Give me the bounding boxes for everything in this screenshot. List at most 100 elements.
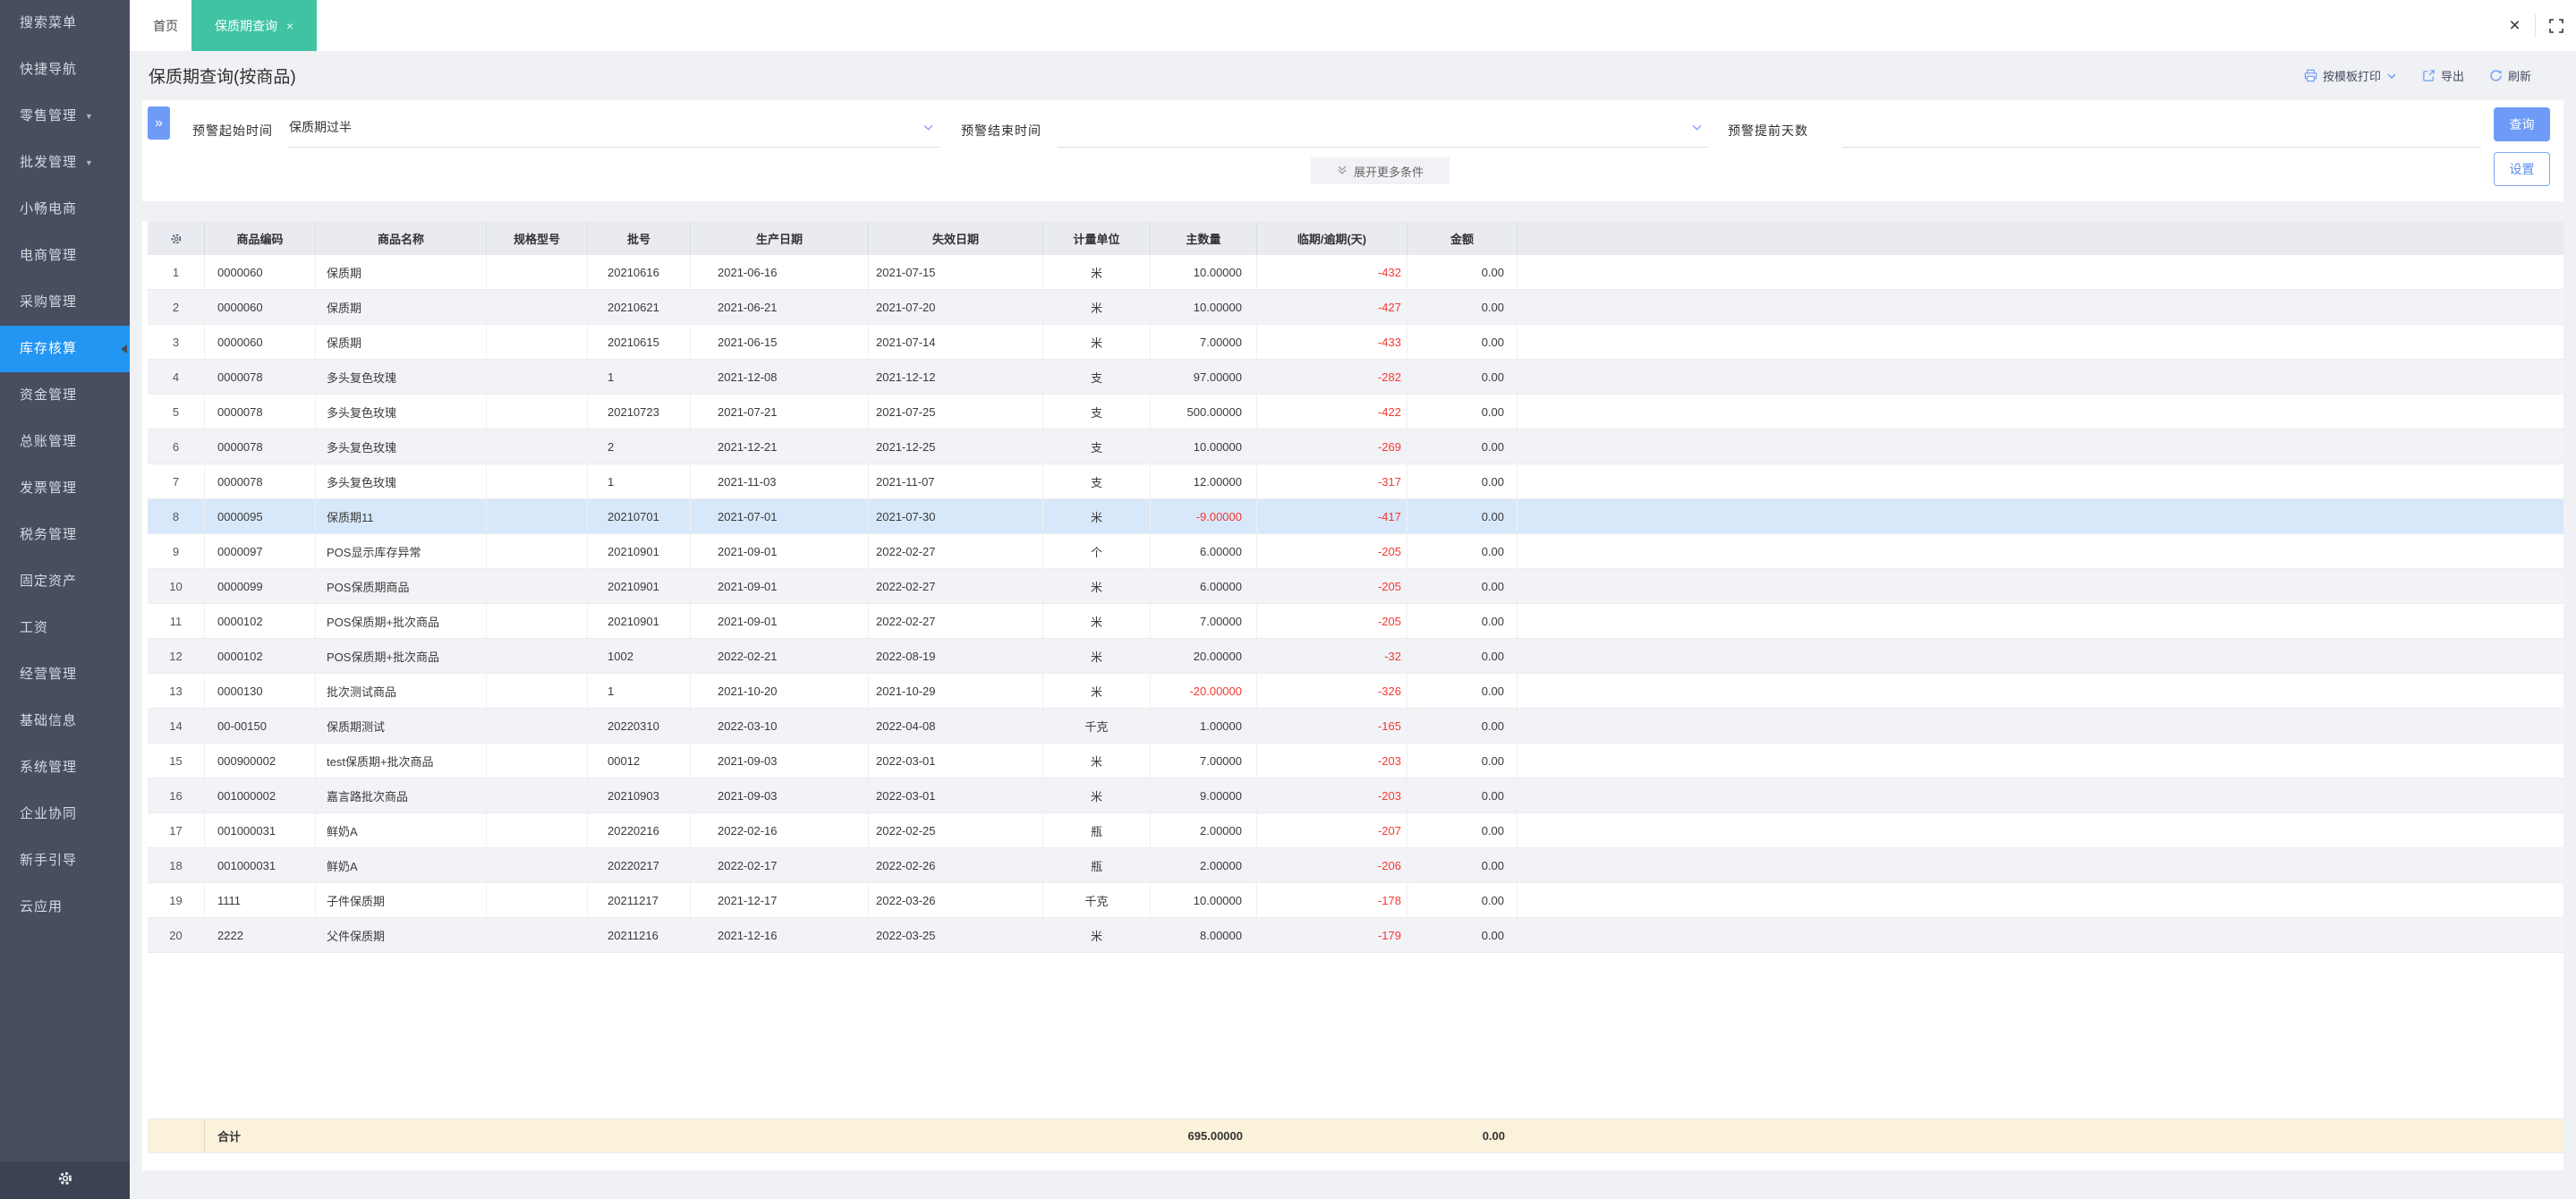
table-row[interactable]: 14 00-00150 保质期测试 20220310 2022-03-10 20…: [148, 709, 2563, 744]
sidebar-item[interactable]: 采购管理▼: [0, 279, 130, 326]
table-row[interactable]: 6 0000078 多头复色玫瑰 2 2021-12-21 2021-12-25…: [148, 429, 2563, 464]
collapse-filter-button[interactable]: »: [148, 106, 170, 140]
fullscreen-icon[interactable]: [2536, 0, 2576, 51]
table-row[interactable]: 11 0000102 POS保质期+批次商品 20210901 2021-09-…: [148, 604, 2563, 639]
cell-main-qty: 500.00000: [1151, 395, 1257, 429]
cell-expiry-date: 2022-02-27: [869, 569, 1043, 603]
table-row[interactable]: 20 2222 父件保质期 20211216 2021-12-16 2022-0…: [148, 918, 2563, 953]
sidebar-item[interactable]: 系统管理▼: [0, 744, 130, 791]
toolbar: 按模板打印 导出: [2304, 51, 2531, 100]
start-time-select[interactable]: 保质期过半: [289, 107, 939, 148]
tab-home-label: 首页: [153, 18, 178, 33]
table-row[interactable]: 19 1111 子件保质期 20211217 2021-12-17 2022-0…: [148, 883, 2563, 918]
sidebar-item[interactable]: 企业协同▼: [0, 791, 130, 838]
cell-production-date: 2021-11-03: [691, 464, 869, 498]
sidebar-item[interactable]: 电商管理▼: [0, 233, 130, 279]
cell-filler: [1518, 325, 2563, 359]
cell-unit: 米: [1043, 674, 1151, 708]
days-ahead-input[interactable]: [1842, 107, 2481, 148]
cell-filler: [1518, 709, 2563, 743]
sidebar-item[interactable]: 总账管理▼: [0, 419, 130, 465]
table-row[interactable]: 7 0000078 多头复色玫瑰 1 2021-11-03 2021-11-07…: [148, 464, 2563, 499]
table-row[interactable]: 3 0000060 保质期 20210615 2021-06-15 2021-0…: [148, 325, 2563, 360]
table-row[interactable]: 13 0000130 批次测试商品 1 2021-10-20 2021-10-2…: [148, 674, 2563, 709]
cell-spec-model: [487, 709, 588, 743]
cell-product-name: 批次测试商品: [316, 674, 487, 708]
sidebar-item-label: 总账管理: [20, 434, 78, 449]
sidebar-item-label: 工资: [20, 620, 49, 635]
active-indicator-arrow: [121, 344, 127, 353]
cell-row-number: 3: [148, 325, 205, 359]
table-row[interactable]: 9 0000097 POS显示库存异常 20210901 2021-09-01 …: [148, 534, 2563, 569]
sidebar-item[interactable]: 库存核算▼: [0, 326, 130, 372]
sidebar-item[interactable]: 批发管理 ▼: [0, 140, 130, 186]
sidebar-item[interactable]: 固定资产▼: [0, 558, 130, 605]
cell-batch-no: 20220310: [588, 709, 691, 743]
sidebar-item[interactable]: 搜索菜单▼: [0, 0, 130, 47]
cell-product-code: 0000060: [205, 325, 316, 359]
sidebar-item[interactable]: 基础信息▼: [0, 698, 130, 744]
table-row[interactable]: 16 001000002 嘉言路批次商品 20210903 2021-09-03…: [148, 778, 2563, 813]
cell-production-date: 2021-07-01: [691, 499, 869, 533]
sidebar-item[interactable]: 快捷导航▼: [0, 47, 130, 93]
sidebar-item[interactable]: 资金管理▼: [0, 372, 130, 419]
close-window-icon[interactable]: ×: [2509, 14, 2521, 36]
table-row[interactable]: 15 000900002 test保质期+批次商品 00012 2021-09-…: [148, 744, 2563, 778]
expand-more-conditions-button[interactable]: 展开更多条件: [1311, 157, 1450, 184]
cell-filler: [1518, 883, 2563, 917]
end-time-select[interactable]: [1058, 107, 1708, 148]
table-row[interactable]: 12 0000102 POS保质期+批次商品 1002 2022-02-21 2…: [148, 639, 2563, 674]
sidebar-settings-bar[interactable]: [0, 1161, 130, 1199]
cell-product-name: 鲜奶A: [316, 813, 487, 847]
table-row[interactable]: 5 0000078 多头复色玫瑰 20210723 2021-07-21 202…: [148, 395, 2563, 429]
filter-label-start-time: 预警起始时间: [192, 123, 273, 138]
export-button[interactable]: 导出: [2422, 67, 2464, 84]
cell-amount: 0.00: [1407, 674, 1518, 708]
tab-home[interactable]: 首页: [140, 0, 191, 51]
print-by-template-button[interactable]: 按模板打印: [2304, 67, 2397, 84]
sidebar-item[interactable]: 云应用▼: [0, 884, 130, 931]
tab-active-label: 保质期查询: [215, 18, 277, 33]
cell-main-qty: 1.00000: [1151, 709, 1257, 743]
table-row[interactable]: 17 001000031 鲜奶A 20220216 2022-02-16 202…: [148, 813, 2563, 848]
cell-unit: 米: [1043, 604, 1151, 638]
table-row[interactable]: 18 001000031 鲜奶A 20220217 2022-02-17 202…: [148, 848, 2563, 883]
table-row[interactable]: 10 0000099 POS保质期商品 20210901 2021-09-01 …: [148, 569, 2563, 604]
sidebar-item-label: 固定资产: [20, 574, 78, 589]
cell-expiry-date: 2021-07-30: [869, 499, 1043, 533]
cell-batch-no: 20210621: [588, 290, 691, 324]
cell-product-code: 0000060: [205, 290, 316, 324]
tab-shelf-life-query[interactable]: 保质期查询 ×: [191, 0, 318, 51]
table-row[interactable]: 1 0000060 保质期 20210616 2021-06-16 2021-0…: [148, 255, 2563, 290]
table-row[interactable]: 4 0000078 多头复色玫瑰 1 2021-12-08 2021-12-12…: [148, 360, 2563, 395]
sidebar-item[interactable]: 零售管理 ▼: [0, 93, 130, 140]
cell-main-qty: -20.00000: [1151, 674, 1257, 708]
cell-expiry-date: 2021-07-20: [869, 290, 1043, 324]
column-settings-gear-icon[interactable]: [148, 222, 205, 255]
cell-overdue-days: -165: [1257, 709, 1407, 743]
cell-main-qty: 7.00000: [1151, 604, 1257, 638]
refresh-label: 刷新: [2507, 70, 2531, 83]
header-batch-no: 批号: [588, 222, 691, 255]
settings-button[interactable]: 设置: [2494, 152, 2550, 186]
cell-main-qty: 6.00000: [1151, 569, 1257, 603]
sidebar-item[interactable]: 工资▼: [0, 605, 130, 651]
sidebar-nav: 搜索菜单▼ 快捷导航▼ 零售管理 ▼ 批发管理 ▼ 小畅电商▼ 电商管理▼ 采购管理…: [0, 0, 130, 931]
cell-main-qty: 2.00000: [1151, 813, 1257, 847]
cell-spec-model: [487, 639, 588, 673]
cell-main-qty: 10.00000: [1151, 255, 1257, 289]
refresh-button[interactable]: 刷新: [2489, 67, 2531, 84]
sidebar-item[interactable]: 小畅电商▼: [0, 186, 130, 233]
cell-overdue-days: -203: [1257, 778, 1407, 812]
table-row[interactable]: 8 0000095 保质期11 20210701 2021-07-01 2021…: [148, 499, 2563, 534]
search-button[interactable]: 查询: [2494, 107, 2550, 141]
sidebar-item[interactable]: 税务管理▼: [0, 512, 130, 558]
cell-product-code: 001000031: [205, 813, 316, 847]
table-row[interactable]: 2 0000060 保质期 20210621 2021-06-21 2021-0…: [148, 290, 2563, 325]
cell-row-number: 18: [148, 848, 205, 882]
cell-batch-no: 20220217: [588, 848, 691, 882]
sidebar-item[interactable]: 发票管理▼: [0, 465, 130, 512]
sidebar-item[interactable]: 经营管理▼: [0, 651, 130, 698]
sidebar-item[interactable]: 新手引导▼: [0, 838, 130, 884]
tab-close-icon[interactable]: ×: [286, 18, 294, 33]
